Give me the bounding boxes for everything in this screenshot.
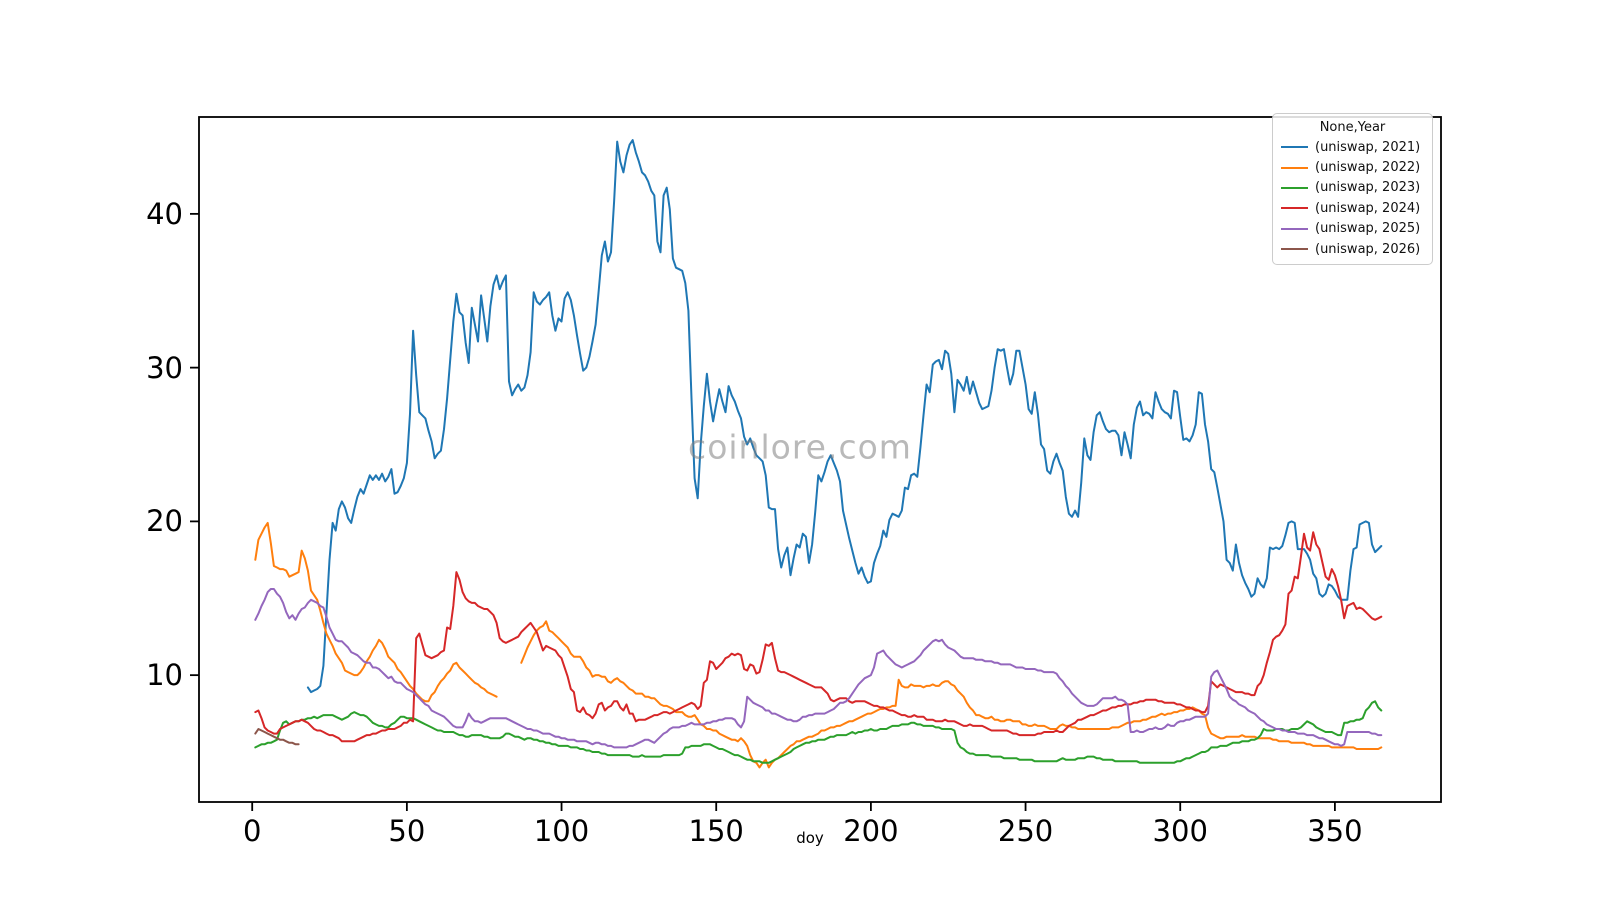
legend-entry: (uniswap, 2022) bbox=[1279, 157, 1426, 177]
series-line-2025 bbox=[254, 588, 1383, 749]
x-tick-label: 0 bbox=[242, 814, 262, 848]
legend-entry-label: (uniswap, 2025) bbox=[1315, 221, 1421, 237]
x-tick-label: 250 bbox=[997, 814, 1054, 848]
watermark-text: coinlore.com bbox=[688, 427, 912, 467]
legend-entry-label: (uniswap, 2024) bbox=[1315, 200, 1421, 216]
legend-entry: (uniswap, 2021) bbox=[1279, 137, 1426, 157]
y-tick-label: 30 bbox=[146, 350, 183, 385]
legend-title: None,Year bbox=[1319, 120, 1386, 135]
legend-entries: (uniswap, 2021) (uniswap, 2022) (uniswap, … bbox=[1279, 137, 1426, 259]
x-tick-label: 200 bbox=[843, 814, 899, 848]
legend-line-swatch bbox=[1281, 248, 1308, 251]
series-line-2023 bbox=[254, 700, 1383, 764]
legend-entry: (uniswap, 2023) bbox=[1279, 178, 1426, 198]
series-line-2021 bbox=[306, 139, 1383, 694]
x-tick-label: 100 bbox=[533, 814, 590, 848]
legend-line-swatch bbox=[1281, 227, 1308, 230]
legend-line-swatch bbox=[1281, 166, 1308, 169]
x-tick-label: 150 bbox=[688, 814, 744, 848]
legend-entry: (uniswap, 2024) bbox=[1279, 198, 1426, 218]
y-tick-label: 40 bbox=[146, 196, 183, 231]
series-line-2022 bbox=[254, 521, 1383, 769]
series-line-2026 bbox=[254, 728, 300, 746]
y-tick-label: 10 bbox=[146, 658, 183, 693]
legend-entry-label: (uniswap, 2023) bbox=[1315, 180, 1421, 196]
legend-line-swatch bbox=[1281, 186, 1308, 189]
legend-entry-label: (uniswap, 2022) bbox=[1315, 160, 1421, 176]
x-tick-label: 350 bbox=[1307, 814, 1363, 848]
legend-box: None,Year (uniswap, 2021) (uniswap, 2022)… bbox=[1272, 113, 1433, 266]
legend-entry-label: (uniswap, 2021) bbox=[1315, 139, 1421, 155]
legend-line-swatch bbox=[1281, 207, 1308, 210]
x-tick-label: 50 bbox=[388, 814, 426, 848]
y-tick-label: 20 bbox=[146, 504, 183, 539]
x-tick-label: 300 bbox=[1152, 814, 1208, 848]
axes-spines bbox=[198, 116, 1442, 803]
legend-entry: (uniswap, 2025) bbox=[1279, 219, 1426, 239]
legend-entry: (uniswap, 2026) bbox=[1279, 239, 1426, 259]
legend-line-swatch bbox=[1281, 146, 1308, 149]
legend-entry-label: (uniswap, 2026) bbox=[1315, 241, 1421, 257]
x-axis-label: doy bbox=[796, 829, 824, 847]
series-line-2024 bbox=[254, 531, 1383, 743]
